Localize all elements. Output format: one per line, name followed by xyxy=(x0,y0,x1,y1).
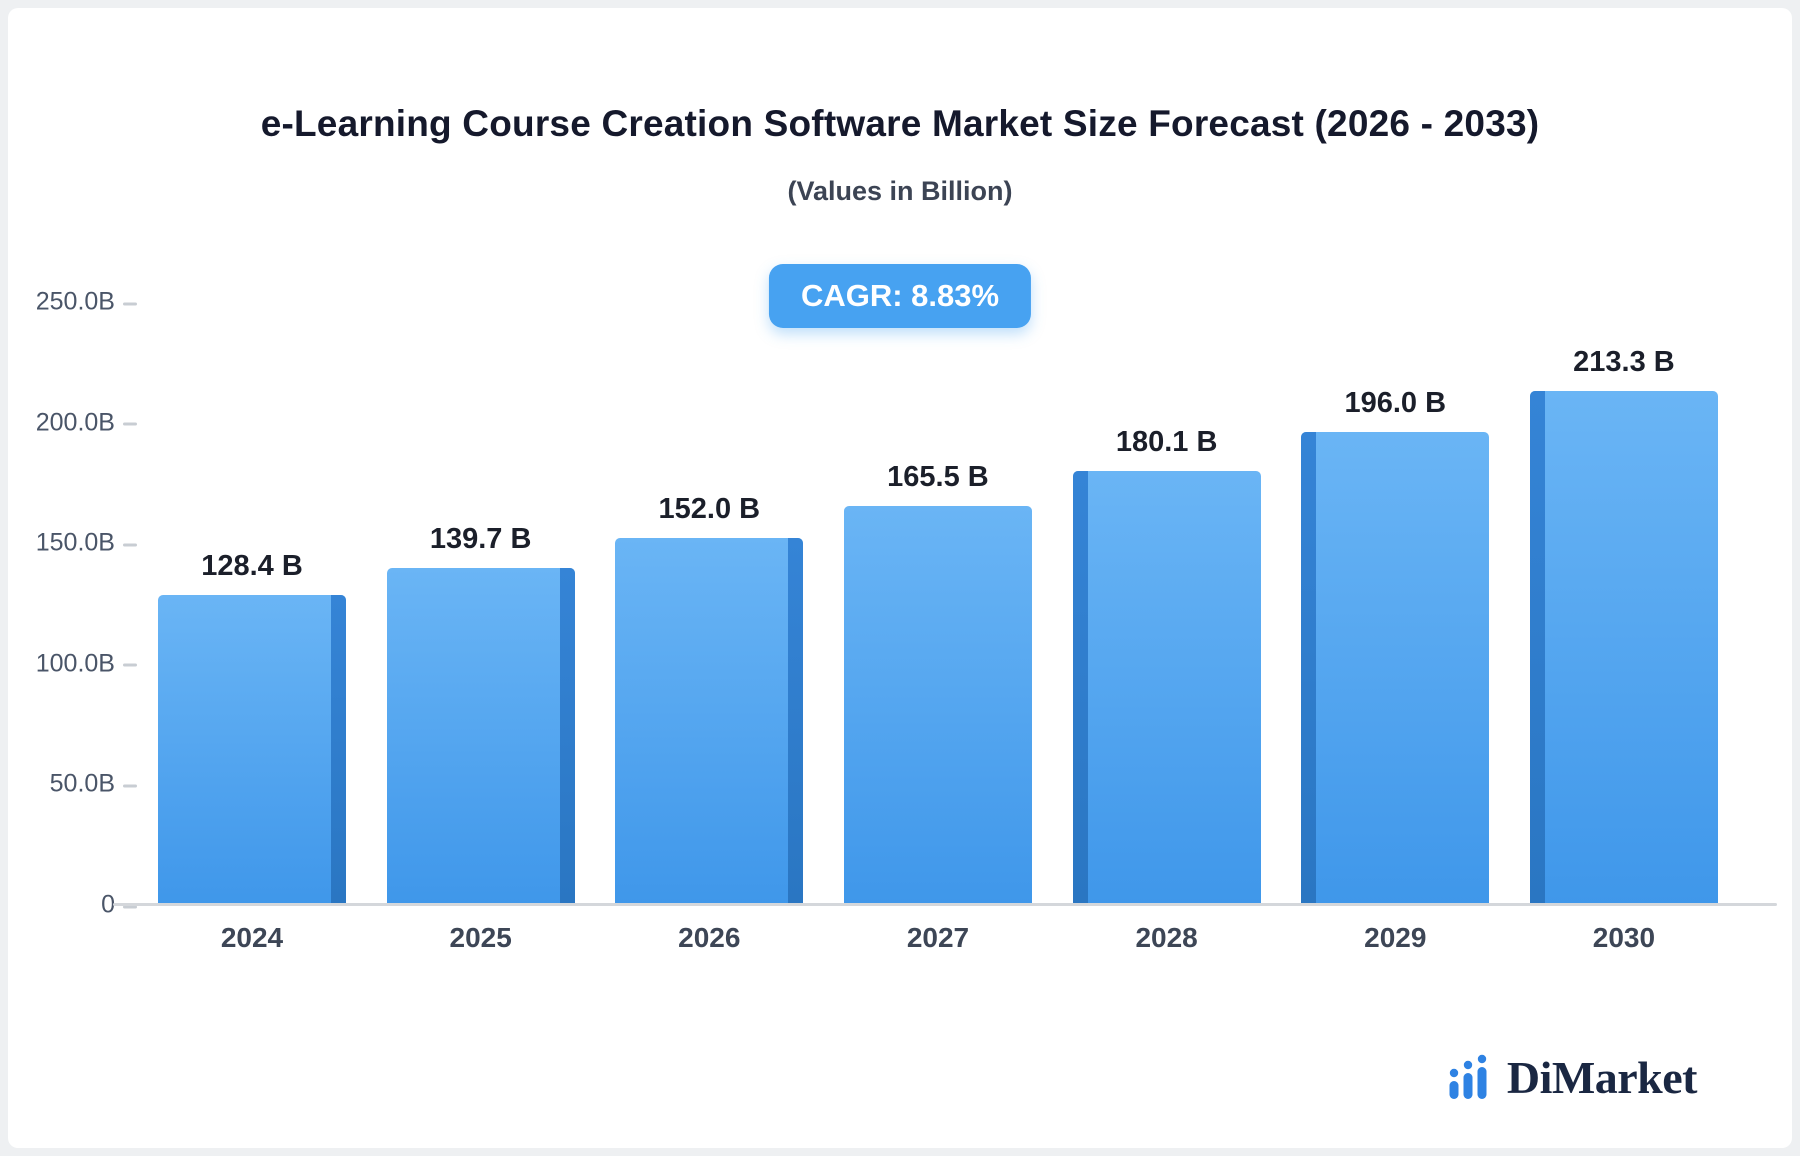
bar-group-2029: 196.0 B xyxy=(1301,302,1490,905)
y-tick-100.0B: 100.0B xyxy=(20,649,137,678)
x-axis-label-2030: 2030 xyxy=(1592,922,1656,953)
bar-2026 xyxy=(615,538,804,905)
chart-subtitle: (Values in Billion) xyxy=(787,176,1013,206)
bar-group-2024: 128.4 B xyxy=(158,302,346,905)
cagr-badge: CAGR: 8.83% xyxy=(768,264,1032,328)
x-axis-label-2025: 2025 xyxy=(449,922,512,953)
bar-group-2027: 165.5 B xyxy=(843,302,1032,905)
x-axis: 2024 2025 2026 2027 2028 2029 2030 xyxy=(138,922,1738,954)
x-axis-label-2028: 2028 xyxy=(1135,922,1198,953)
brand-name: DiMarket xyxy=(1506,1052,1698,1103)
bar-group-2025: 139.7 B xyxy=(386,302,575,905)
bar-group-2030: 213.3 B xyxy=(1529,302,1718,905)
plot-area: 128.4 B 139.7 B 152.0 B 165.5 B 180.1 B 196.0… xyxy=(138,302,1738,905)
y-tick-50.0B: 50.0B xyxy=(20,770,137,799)
y-tick-0: 0 xyxy=(20,891,137,920)
chart-title: e-Learning Course Creation Software Mark… xyxy=(260,103,1540,144)
bar-group-2028: 180.1 B xyxy=(1072,302,1261,905)
bar-value-label-2025: 139.7 B xyxy=(429,523,532,556)
bar-group-2026: 152.0 B xyxy=(615,302,804,905)
bar-2029 xyxy=(1301,432,1490,905)
x-axis-label-2027: 2027 xyxy=(906,922,970,953)
x-axis-label-2024: 2024 xyxy=(220,922,284,953)
bar-edge xyxy=(331,595,346,905)
bar-2028 xyxy=(1072,470,1261,905)
bar-value-label-2024: 128.4 B xyxy=(201,550,303,583)
y-tick-250.0B: 250.0B xyxy=(20,288,137,317)
brand-logo: DiMarket xyxy=(1446,1051,1698,1104)
bar-edge xyxy=(559,568,575,905)
bar-value-label-2028: 180.1 B xyxy=(1115,425,1218,458)
y-tick-150.0B: 150.0B xyxy=(20,529,137,558)
x-axis-line xyxy=(113,903,1777,906)
y-tick-200.0B: 200.0B xyxy=(20,408,137,437)
brand-bar-chart-icon xyxy=(1446,1054,1494,1102)
bar-2030 xyxy=(1529,390,1718,905)
bar-edge xyxy=(1301,432,1317,905)
bar-2024 xyxy=(158,595,346,905)
bars-row: 128.4 B 139.7 B 152.0 B 165.5 B 180.1 B 196.0… xyxy=(138,302,1738,905)
x-axis-label-2029: 2029 xyxy=(1364,922,1427,953)
bar-edge xyxy=(788,538,804,905)
bar-value-label-2030: 213.3 B xyxy=(1573,345,1675,378)
bar-2027 xyxy=(843,505,1032,905)
bar-value-label-2027: 165.5 B xyxy=(887,460,989,493)
bar-value-label-2026: 152.0 B xyxy=(658,493,761,526)
bar-value-label-2029: 196.0 B xyxy=(1344,387,1447,420)
y-axis: 250.0B 200.0B 150.0B 100.0B 50.0B 0 xyxy=(20,288,137,919)
chart-card: e-Learning Course Creation Software Mark… xyxy=(8,8,1792,1148)
bar-2025 xyxy=(386,568,575,905)
x-axis-label-2026: 2026 xyxy=(678,922,741,953)
bar-edge xyxy=(1072,470,1088,905)
bar-edge xyxy=(1529,390,1545,905)
